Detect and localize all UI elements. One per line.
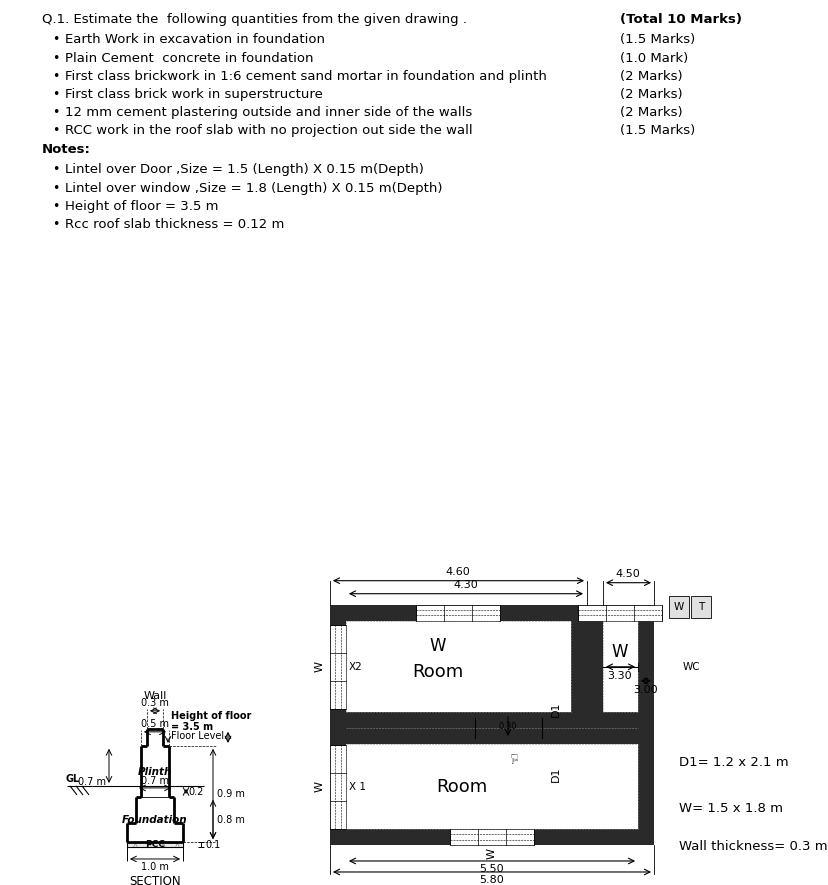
Text: Height of floor = 3.5 m: Height of floor = 3.5 m bbox=[65, 200, 219, 213]
Bar bbox=[330, 604, 586, 620]
Bar bbox=[577, 604, 662, 620]
Text: 4.60: 4.60 bbox=[445, 566, 469, 577]
Text: (2 Marks): (2 Marks) bbox=[619, 106, 681, 119]
Bar bbox=[542, 720, 653, 735]
Text: D1= 1.2 x 2.1 m: D1= 1.2 x 2.1 m bbox=[678, 757, 787, 769]
Text: •: • bbox=[52, 70, 60, 83]
Text: Earth Work in excavation in foundation: Earth Work in excavation in foundation bbox=[65, 33, 325, 46]
Text: W= 1.5 x 1.8 m: W= 1.5 x 1.8 m bbox=[678, 802, 782, 814]
Text: 3.00: 3.00 bbox=[633, 685, 657, 695]
Text: ☝: ☝ bbox=[508, 749, 517, 763]
Text: Lintel over window ,Size = 1.8 (Length) X 0.15 m(Depth): Lintel over window ,Size = 1.8 (Length) … bbox=[65, 182, 442, 196]
Text: PCC: PCC bbox=[145, 841, 165, 850]
Bar bbox=[586, 604, 653, 620]
Text: 0.2: 0.2 bbox=[188, 787, 203, 796]
Bar bbox=[668, 596, 688, 618]
Text: GL: GL bbox=[65, 773, 80, 784]
Text: 12 mm cement plastering outside and inner side of the walls: 12 mm cement plastering outside and inne… bbox=[65, 106, 472, 119]
Bar bbox=[638, 727, 653, 845]
Text: Floor Level: Floor Level bbox=[171, 731, 224, 741]
Text: 0.30: 0.30 bbox=[498, 722, 517, 731]
Text: •: • bbox=[52, 124, 60, 137]
Text: •: • bbox=[52, 219, 60, 231]
Text: •: • bbox=[52, 106, 60, 119]
Text: (1.5 Marks): (1.5 Marks) bbox=[619, 124, 695, 137]
Text: 5.80: 5.80 bbox=[479, 875, 503, 885]
Bar bbox=[330, 727, 345, 845]
Text: △: △ bbox=[147, 843, 152, 848]
Text: W: W bbox=[429, 637, 445, 655]
Text: •: • bbox=[52, 163, 60, 176]
Text: 0.9 m: 0.9 m bbox=[217, 789, 244, 799]
Text: (2 Marks): (2 Marks) bbox=[619, 88, 681, 101]
Text: (1.0 Mark): (1.0 Mark) bbox=[619, 52, 687, 65]
Bar bbox=[691, 596, 710, 618]
Text: △: △ bbox=[161, 843, 165, 848]
Bar bbox=[450, 829, 533, 845]
Text: Room: Room bbox=[436, 778, 487, 796]
Bar bbox=[127, 842, 183, 847]
Bar bbox=[586, 712, 653, 727]
Text: 0.8 m: 0.8 m bbox=[217, 815, 244, 825]
Text: W: W bbox=[315, 781, 325, 792]
Text: WC: WC bbox=[681, 662, 699, 672]
Text: 4.50: 4.50 bbox=[615, 569, 639, 579]
Text: Lintel over Door ,Size = 1.5 (Length) X 0.15 m(Depth): Lintel over Door ,Size = 1.5 (Length) X … bbox=[65, 163, 423, 176]
Bar bbox=[330, 829, 653, 845]
Text: Room: Room bbox=[412, 663, 463, 681]
Text: SECTION: SECTION bbox=[129, 875, 181, 885]
Text: 5.50: 5.50 bbox=[479, 864, 503, 874]
Bar bbox=[330, 745, 345, 829]
Text: •: • bbox=[52, 182, 60, 196]
Bar bbox=[330, 727, 653, 744]
Text: Plain Cement  concrete in foundation: Plain Cement concrete in foundation bbox=[65, 52, 313, 65]
Bar bbox=[638, 604, 653, 727]
Bar bbox=[330, 604, 345, 727]
Bar bbox=[586, 604, 602, 727]
Text: △: △ bbox=[175, 843, 179, 848]
Text: Foundation: Foundation bbox=[122, 815, 188, 825]
Text: Rcc roof slab thickness = 0.12 m: Rcc roof slab thickness = 0.12 m bbox=[65, 219, 284, 231]
Text: •: • bbox=[52, 88, 60, 101]
Text: •: • bbox=[52, 52, 60, 65]
Bar bbox=[330, 720, 474, 735]
Text: (2 Marks): (2 Marks) bbox=[619, 70, 681, 83]
Text: First class brickwork in 1:6 cement sand mortar in foundation and plinth: First class brickwork in 1:6 cement sand… bbox=[65, 70, 546, 83]
Text: First class brick work in superstructure: First class brick work in superstructure bbox=[65, 88, 322, 101]
Bar bbox=[416, 604, 499, 620]
Text: •: • bbox=[52, 200, 60, 213]
Text: △: △ bbox=[132, 843, 137, 848]
Text: 0.3 m: 0.3 m bbox=[141, 698, 169, 708]
Text: D1: D1 bbox=[551, 767, 561, 782]
Text: X2: X2 bbox=[349, 662, 363, 672]
Bar bbox=[330, 712, 586, 727]
Text: •: • bbox=[52, 33, 60, 46]
Text: (1.5 Marks): (1.5 Marks) bbox=[619, 33, 695, 46]
Text: 4.30: 4.30 bbox=[453, 580, 478, 589]
Text: Q.1. Estimate the  following quantities from the given drawing .: Q.1. Estimate the following quantities f… bbox=[42, 13, 466, 26]
Text: Wall: Wall bbox=[143, 691, 166, 701]
Text: W: W bbox=[673, 602, 683, 612]
Text: W: W bbox=[486, 848, 497, 859]
Text: RCC work in the roof slab with no projection out side the wall: RCC work in the roof slab with no projec… bbox=[65, 124, 472, 137]
Text: W: W bbox=[315, 661, 325, 673]
Text: Wall thickness= 0.3 m: Wall thickness= 0.3 m bbox=[678, 840, 826, 852]
Text: W: W bbox=[611, 643, 628, 661]
Text: Height of floor
= 3.5 m: Height of floor = 3.5 m bbox=[171, 711, 251, 733]
Text: 0.7 m: 0.7 m bbox=[78, 777, 106, 787]
Text: Notes:: Notes: bbox=[42, 143, 91, 156]
Text: Plinth: Plinth bbox=[137, 767, 172, 777]
Bar bbox=[330, 625, 345, 709]
Bar bbox=[570, 604, 586, 727]
Text: 0.7 m: 0.7 m bbox=[141, 776, 169, 786]
Text: X 1: X 1 bbox=[349, 782, 365, 792]
Text: 3.30: 3.30 bbox=[607, 671, 632, 681]
Text: 0.1: 0.1 bbox=[205, 840, 220, 850]
Text: T: T bbox=[697, 602, 703, 612]
Text: 0.5 m: 0.5 m bbox=[141, 719, 169, 729]
Text: D1: D1 bbox=[551, 702, 561, 717]
Text: (Total 10 Marks): (Total 10 Marks) bbox=[619, 13, 741, 26]
Text: 1.0 m: 1.0 m bbox=[141, 862, 169, 872]
